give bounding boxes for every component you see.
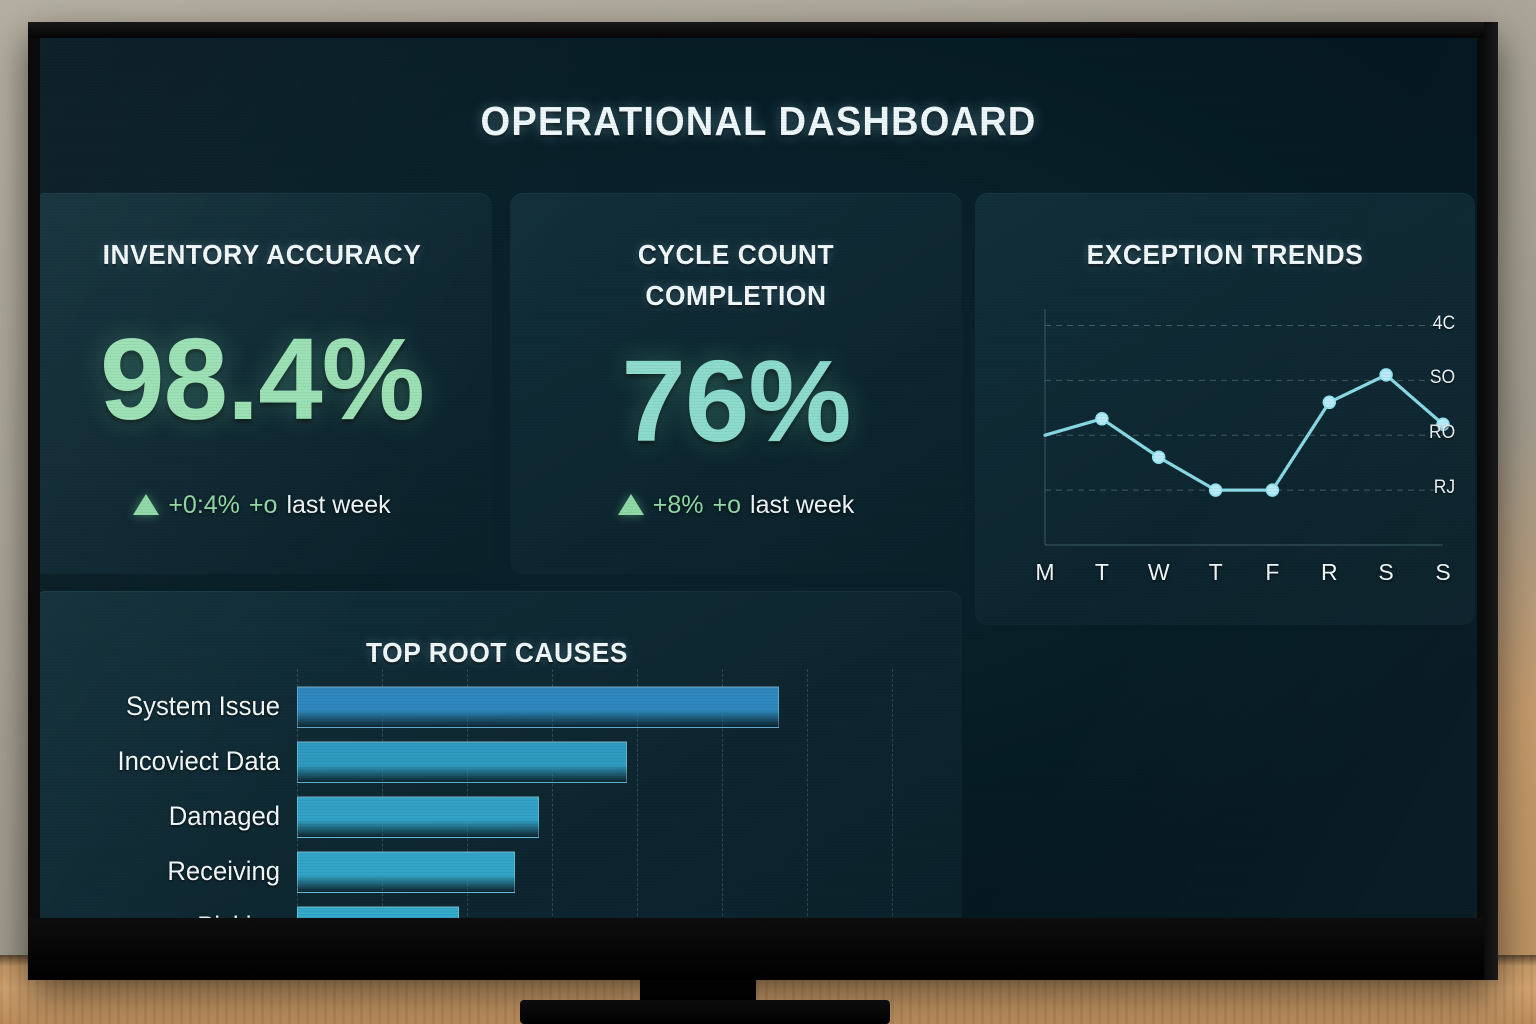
kpi-delta-value: +0:4% [168, 491, 240, 519]
kpi-title-line-2: COMPLETION [645, 279, 827, 311]
kpi-delta-vs: +o [712, 491, 742, 519]
kpi-delta-period: last week [750, 491, 855, 519]
bar-system-issue[interactable] [297, 686, 779, 728]
computer-monitor: OPERATIONAL DASHBOARD INVENTORY ACCURACY… [28, 22, 1498, 980]
line-chart-xtick: T [1094, 559, 1109, 585]
kpi-delta-value: +8% [652, 491, 704, 519]
bar-chart-gridline [637, 669, 639, 918]
kpi-title-line-1: CYCLE COUNT [637, 239, 835, 270]
page-title: OPERATIONAL DASHBOARD [480, 98, 1037, 144]
line-chart-ytick: RJ [1433, 477, 1456, 499]
line-chart-xtick: R [1320, 559, 1338, 585]
kpi-value-cycle-count: 76% [621, 336, 851, 466]
bar-chart-row[interactable]: Damaged [40, 793, 962, 839]
kpi-card-cycle-count-completion[interactable]: CYCLE COUNT COMPLETION 76% +8% +o last w… [510, 193, 962, 574]
bar-label-damaged: Damaged [168, 800, 280, 831]
line-chart-ytick: 4C [1432, 312, 1456, 334]
line-chart-plot [1043, 309, 1450, 546]
bar-chart-gridline [552, 669, 554, 918]
bar-label-system-issue: System Issue [126, 690, 280, 721]
bar-chart-row[interactable]: System Issue [40, 683, 962, 729]
line-chart-xtick: M [1035, 559, 1055, 585]
kpi-title-cycle-count: CYCLE COUNT COMPLETION [524, 235, 949, 316]
bar-label-incoviect-data: Incoviect Data [117, 745, 281, 776]
chart-card-exception-trends[interactable]: EXCEPTION TRENDS 4C SO RO RJ M T W T F R S S [975, 193, 1475, 625]
operational-dashboard: OPERATIONAL DASHBOARD INVENTORY ACCURACY… [40, 38, 1477, 918]
kpi-delta-vs: +o [248, 491, 278, 519]
bar-chart-row[interactable]: Picking [40, 903, 962, 918]
bar-label-picking: Picking [44, 903, 280, 919]
bezel-right-edge [1484, 22, 1498, 980]
line-chart-xtick: S [1378, 559, 1394, 585]
line-chart-xtick: T [1208, 559, 1223, 585]
triangle-up-icon [133, 494, 160, 515]
bar-chart-gridline [297, 669, 299, 918]
line-chart-ytick: SO [1429, 367, 1456, 389]
kpi-value-inventory-accuracy: 98.4% [100, 314, 425, 444]
bar-chart-gridline [722, 669, 724, 918]
monitor-screen: OPERATIONAL DASHBOARD INVENTORY ACCURACY… [40, 38, 1477, 918]
bar-incoviect-data[interactable] [297, 741, 627, 783]
chart-title-exception-trends: EXCEPTION TRENDS [1086, 239, 1364, 270]
chart-title-top-root-causes: TOP ROOT CAUSES [366, 637, 628, 668]
kpi-delta-cycle-count: +8% +o last week [510, 491, 962, 520]
line-chart-xtick: S [1435, 559, 1451, 585]
line-chart-xtick: F [1265, 559, 1280, 585]
kpi-delta-period: last week [286, 491, 391, 519]
bar-chart-gridline [467, 669, 469, 918]
bar-chart-row[interactable]: Receiving [40, 848, 962, 894]
bar-label-receiving: Receiving [167, 855, 280, 886]
monitor-stand-base [520, 1000, 890, 1024]
kpi-delta-inventory-accuracy: +0:4% +o last week [40, 491, 492, 520]
line-chart-xtick: W [1147, 559, 1170, 585]
line-chart-ytick: RO [1428, 422, 1456, 444]
triangle-up-icon [617, 494, 644, 515]
bezel-bottom [28, 918, 1498, 980]
bar-receiving[interactable] [297, 851, 515, 893]
bar-chart-gridline [807, 669, 809, 918]
kpi-title-inventory-accuracy: INVENTORY ACCURACY [102, 239, 422, 270]
bar-chart-gridline [382, 669, 384, 918]
chart-card-top-root-causes[interactable]: TOP ROOT CAUSES System Issue Incoviect D… [40, 591, 962, 918]
bar-chart-gridline [892, 669, 894, 918]
bar-chart-row[interactable]: Incoviect Data [40, 738, 962, 784]
top-root-causes-bar-chart[interactable]: System Issue Incoviect Data Damaged Rece… [40, 669, 962, 918]
bar-damaged[interactable] [297, 796, 539, 838]
exception-trends-line-chart[interactable]: 4C SO RO RJ M T W T F R S S [993, 301, 1457, 601]
bezel-top [28, 22, 1498, 38]
bar-picking[interactable] [297, 906, 459, 918]
kpi-card-inventory-accuracy[interactable]: INVENTORY ACCURACY 98.4% +0:4% +o last w… [40, 193, 492, 574]
